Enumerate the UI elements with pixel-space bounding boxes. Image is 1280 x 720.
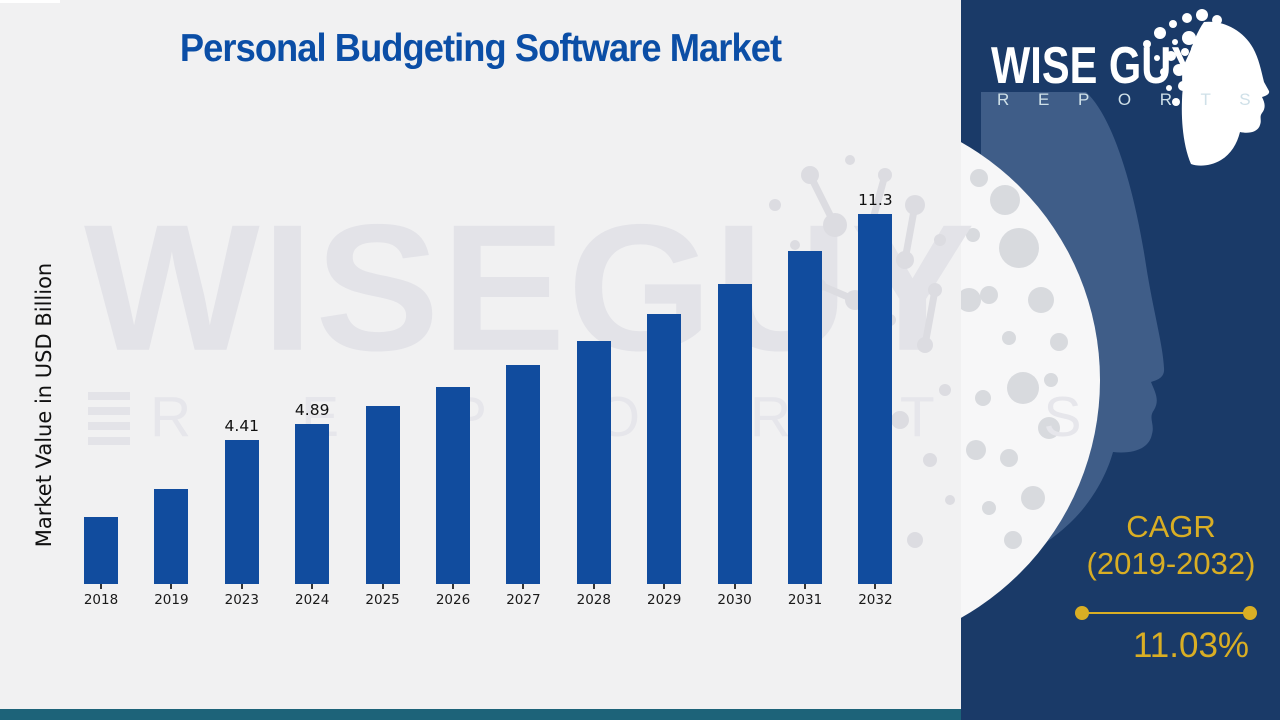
x-tick-label-2027: 2027 xyxy=(506,592,541,608)
x-tick-2028 xyxy=(592,584,595,589)
bar-2025 xyxy=(365,406,400,584)
cagr-divider-line xyxy=(1075,606,1257,620)
bar-2018 xyxy=(84,517,118,584)
bar-2024 xyxy=(295,424,330,584)
x-tick-2032 xyxy=(874,584,877,589)
x-tick-label-2030: 2030 xyxy=(717,592,752,608)
x-tick-2018 xyxy=(100,584,102,589)
x-tick-label-2028: 2028 xyxy=(576,592,611,608)
bar-2023 xyxy=(224,440,259,584)
x-tick-label-2019: 2019 xyxy=(154,592,189,608)
x-tick-label-2031: 2031 xyxy=(787,592,823,608)
bar-2026 xyxy=(436,387,470,584)
x-tick-2031 xyxy=(804,584,806,589)
watermark-stripes-decoration xyxy=(88,392,130,452)
cagr-value: 11.03% xyxy=(1132,626,1250,665)
line-rule xyxy=(1081,612,1251,614)
x-tick-2025 xyxy=(381,584,384,589)
brain-dots-decoration xyxy=(961,169,1068,549)
x-tick-label-2032: 2032 xyxy=(858,592,893,608)
value-label-2032: 11.3 xyxy=(858,191,893,209)
bar-2027 xyxy=(506,365,541,584)
line-dot-right xyxy=(1243,606,1257,620)
brand-panel: WISE GUY R E P O R T S CAGR (2019-2032) … xyxy=(961,0,1280,720)
x-tick-label-2025: 2025 xyxy=(365,592,400,608)
chart-title: Personal Budgeting Software Market xyxy=(179,27,782,70)
x-tick-2026 xyxy=(452,584,454,589)
x-tick-label-2029: 2029 xyxy=(647,592,682,608)
cagr-range: (2019-2032) xyxy=(1086,546,1256,582)
value-label-2024: 4.89 xyxy=(294,401,330,419)
bar-2028 xyxy=(576,341,611,584)
logo-wiseguy-text: WISE GUY xyxy=(991,37,1200,95)
logo-reports-text: R E P O R T S xyxy=(997,90,1263,109)
x-tick-2024 xyxy=(311,584,314,589)
value-label-2023: 4.41 xyxy=(224,417,260,435)
x-tick-label-2018: 2018 xyxy=(83,592,119,608)
x-tick-label-2024: 2024 xyxy=(295,592,330,608)
bar-2032 xyxy=(858,214,893,584)
x-tick-2027 xyxy=(522,584,525,589)
bar-2029 xyxy=(647,314,682,584)
bar-2030 xyxy=(717,284,752,584)
panel-decoration xyxy=(961,9,1270,618)
top-edge-sliver xyxy=(0,0,60,3)
x-tick-label-2026: 2026 xyxy=(435,592,471,608)
y-axis-label: Market Value in USD Billion xyxy=(32,262,56,548)
watermark-dots-decoration xyxy=(769,155,955,548)
bar-2031 xyxy=(788,251,822,584)
cagr-heading: CAGR xyxy=(1126,509,1216,544)
x-tick-2023 xyxy=(240,584,243,589)
x-tick-2029 xyxy=(663,584,666,589)
cagr-block: CAGR (2019-2032) xyxy=(1071,508,1271,582)
logo-head-icon xyxy=(1143,9,1270,166)
bottom-teal-strip xyxy=(0,709,961,720)
x-tick-2019 xyxy=(170,584,173,589)
bar-2019 xyxy=(154,489,189,584)
x-tick-2030 xyxy=(733,584,736,589)
x-tick-label-2023: 2023 xyxy=(224,592,259,608)
